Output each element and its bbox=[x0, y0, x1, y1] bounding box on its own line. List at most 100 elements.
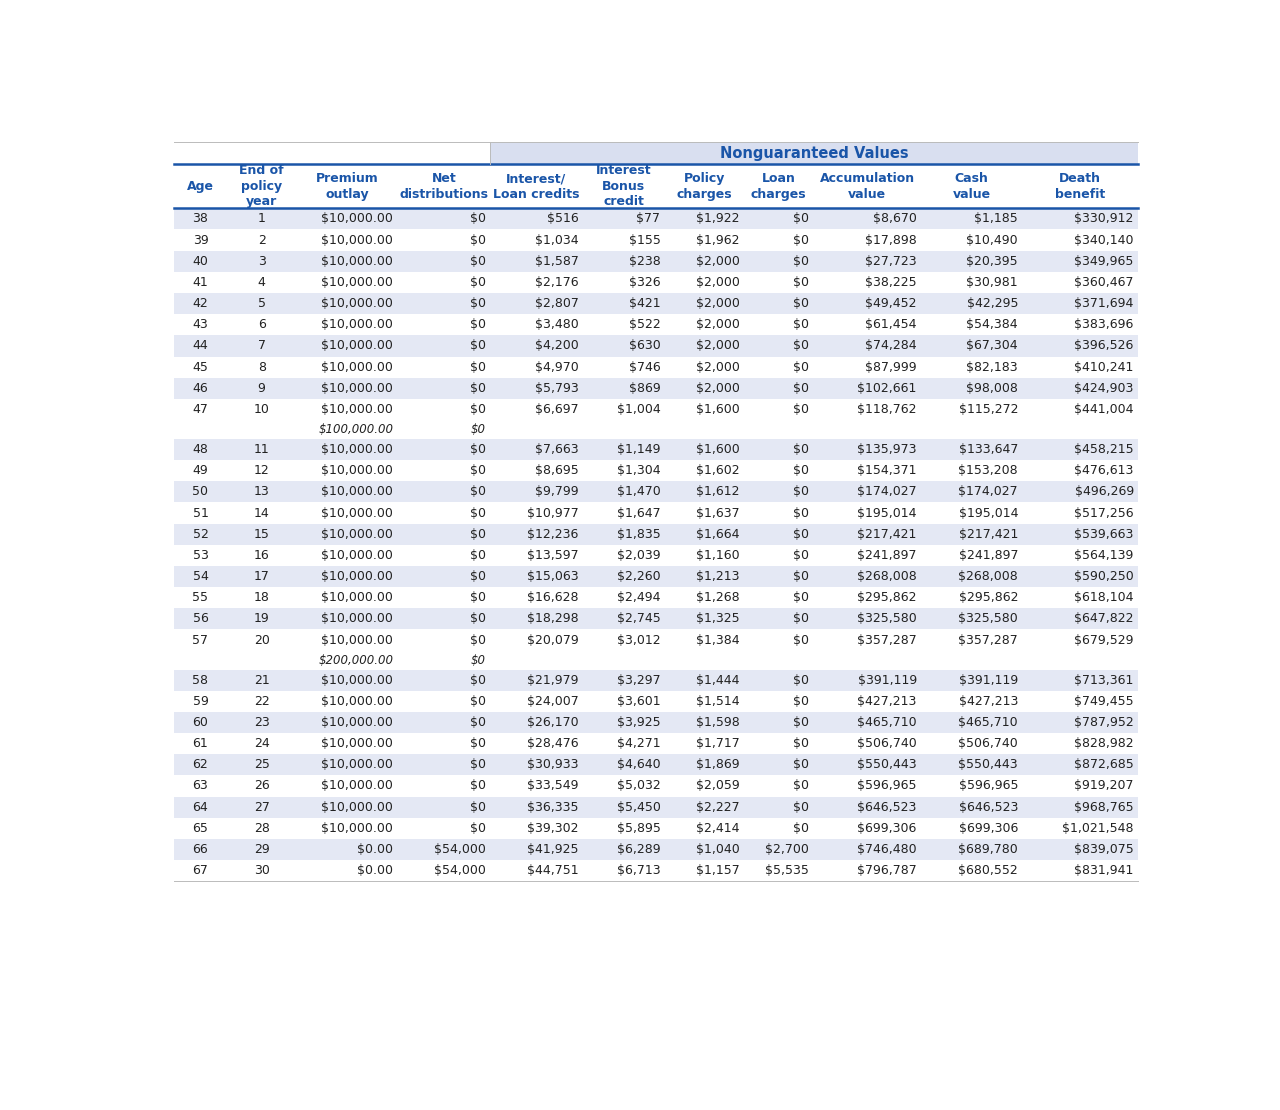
Text: $0: $0 bbox=[792, 592, 809, 604]
Text: $118,762: $118,762 bbox=[858, 403, 916, 416]
Text: $1,587: $1,587 bbox=[535, 254, 579, 268]
Text: $2,000: $2,000 bbox=[695, 340, 740, 352]
Text: $217,421: $217,421 bbox=[959, 527, 1018, 541]
Text: $4,640: $4,640 bbox=[617, 758, 660, 771]
Text: $2,000: $2,000 bbox=[695, 361, 740, 374]
Text: Policy
charges: Policy charges bbox=[676, 172, 732, 201]
Text: 24: 24 bbox=[253, 737, 270, 750]
Bar bbox=[174, 587, 1138, 608]
Text: $325,580: $325,580 bbox=[959, 613, 1018, 625]
Text: 17: 17 bbox=[253, 571, 270, 583]
Text: $2,700: $2,700 bbox=[765, 842, 809, 856]
Text: $26,170: $26,170 bbox=[527, 716, 579, 729]
Text: $10,000.00: $10,000.00 bbox=[321, 737, 393, 750]
Text: $2,494: $2,494 bbox=[617, 592, 660, 604]
Text: $10,000.00: $10,000.00 bbox=[321, 634, 393, 646]
Text: $391,119: $391,119 bbox=[858, 674, 916, 687]
Text: $0: $0 bbox=[792, 361, 809, 374]
Text: $1,304: $1,304 bbox=[617, 464, 660, 477]
Text: $0.00: $0.00 bbox=[357, 842, 393, 856]
Text: 25: 25 bbox=[253, 758, 270, 771]
Text: $10,000.00: $10,000.00 bbox=[321, 674, 393, 687]
Bar bbox=[174, 438, 1138, 460]
Text: $1,213: $1,213 bbox=[696, 571, 740, 583]
Text: $0.00: $0.00 bbox=[357, 865, 393, 877]
Text: 23: 23 bbox=[253, 716, 270, 729]
Text: End of
policy
year: End of policy year bbox=[239, 164, 284, 209]
Bar bbox=[174, 566, 1138, 587]
Text: 61: 61 bbox=[192, 737, 209, 750]
Text: $9,799: $9,799 bbox=[535, 485, 579, 498]
Text: $0: $0 bbox=[792, 779, 809, 793]
Text: 59: 59 bbox=[192, 695, 209, 708]
Text: 49: 49 bbox=[192, 464, 209, 477]
Text: $0: $0 bbox=[470, 571, 486, 583]
Text: $0: $0 bbox=[792, 319, 809, 331]
Text: $1,664: $1,664 bbox=[696, 527, 740, 541]
Text: $295,862: $295,862 bbox=[858, 592, 916, 604]
Bar bbox=[490, 142, 1138, 164]
Text: $1,160: $1,160 bbox=[696, 548, 740, 562]
Text: $0: $0 bbox=[792, 233, 809, 246]
Text: $0: $0 bbox=[792, 485, 809, 498]
Text: $77: $77 bbox=[636, 212, 660, 225]
Bar bbox=[174, 733, 1138, 754]
Text: $517,256: $517,256 bbox=[1074, 506, 1134, 519]
Bar bbox=[174, 608, 1138, 629]
Text: 18: 18 bbox=[253, 592, 270, 604]
Text: $1,922: $1,922 bbox=[696, 212, 740, 225]
Text: $0: $0 bbox=[470, 527, 486, 541]
Bar bbox=[174, 335, 1138, 356]
Text: 8: 8 bbox=[257, 361, 266, 374]
Text: $39,302: $39,302 bbox=[527, 821, 579, 835]
Text: $115,272: $115,272 bbox=[959, 403, 1018, 416]
Text: $516: $516 bbox=[547, 212, 579, 225]
Text: 66: 66 bbox=[192, 842, 209, 856]
Text: $630: $630 bbox=[628, 340, 660, 352]
Text: 57: 57 bbox=[192, 634, 209, 646]
Bar bbox=[174, 272, 1138, 293]
Text: 64: 64 bbox=[192, 800, 209, 814]
Text: $10,000.00: $10,000.00 bbox=[321, 779, 393, 793]
Text: $746: $746 bbox=[628, 361, 660, 374]
Text: $564,139: $564,139 bbox=[1074, 548, 1134, 562]
Bar bbox=[174, 712, 1138, 733]
Text: $749,455: $749,455 bbox=[1074, 695, 1134, 708]
Text: 22: 22 bbox=[253, 695, 270, 708]
Bar bbox=[174, 860, 1138, 881]
Text: $590,250: $590,250 bbox=[1074, 571, 1134, 583]
Text: $6,697: $6,697 bbox=[535, 403, 579, 416]
Text: $6,289: $6,289 bbox=[617, 842, 660, 856]
Text: $383,696: $383,696 bbox=[1074, 319, 1134, 331]
Text: $174,027: $174,027 bbox=[959, 485, 1018, 498]
Text: $0: $0 bbox=[470, 485, 486, 498]
Text: 50: 50 bbox=[192, 485, 209, 498]
Text: $15,063: $15,063 bbox=[527, 571, 579, 583]
Text: Net
distributions: Net distributions bbox=[399, 172, 489, 201]
Text: $10,000.00: $10,000.00 bbox=[321, 571, 393, 583]
Text: $0: $0 bbox=[792, 634, 809, 646]
Text: $1,021,548: $1,021,548 bbox=[1062, 821, 1134, 835]
Text: $0: $0 bbox=[792, 212, 809, 225]
Text: $82,183: $82,183 bbox=[966, 361, 1018, 374]
Text: $8,695: $8,695 bbox=[535, 464, 579, 477]
Text: $0: $0 bbox=[470, 464, 486, 477]
Text: $0: $0 bbox=[792, 758, 809, 771]
Text: $10,000.00: $10,000.00 bbox=[321, 592, 393, 604]
Text: $10,000.00: $10,000.00 bbox=[321, 800, 393, 814]
Text: $0: $0 bbox=[470, 779, 486, 793]
Text: $28,476: $28,476 bbox=[527, 737, 579, 750]
Text: 9: 9 bbox=[257, 382, 266, 395]
Text: 20: 20 bbox=[253, 634, 270, 646]
Text: $5,032: $5,032 bbox=[617, 779, 660, 793]
Text: $5,535: $5,535 bbox=[765, 865, 809, 877]
Text: $3,925: $3,925 bbox=[617, 716, 660, 729]
Text: $20,395: $20,395 bbox=[966, 254, 1018, 268]
Text: $713,361: $713,361 bbox=[1074, 674, 1134, 687]
Text: $1,149: $1,149 bbox=[617, 443, 660, 456]
Text: $10,000.00: $10,000.00 bbox=[321, 319, 393, 331]
Text: 56: 56 bbox=[192, 613, 209, 625]
Text: $0: $0 bbox=[792, 382, 809, 395]
Text: $699,306: $699,306 bbox=[858, 821, 916, 835]
Text: 2: 2 bbox=[257, 233, 266, 246]
